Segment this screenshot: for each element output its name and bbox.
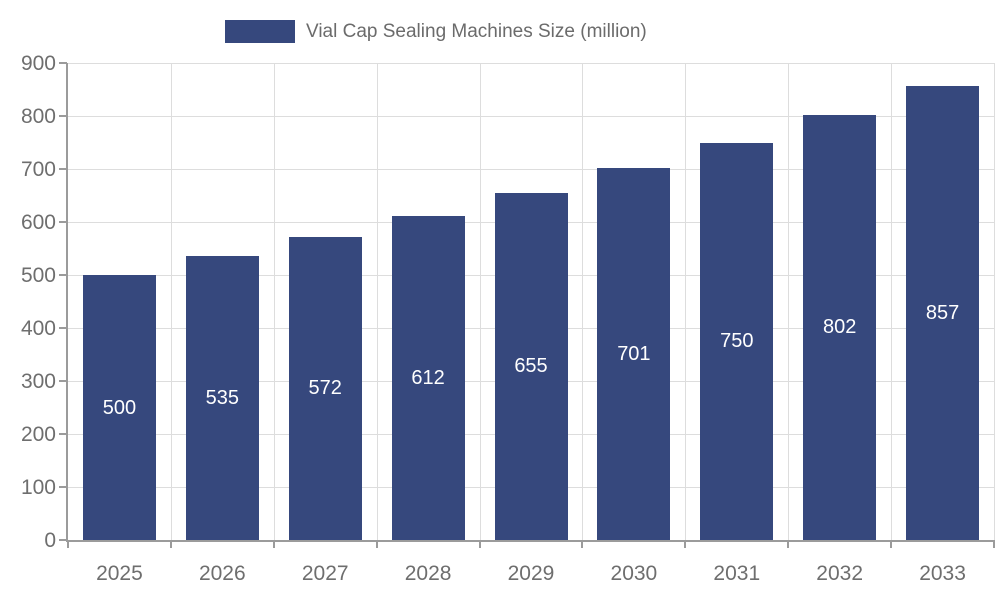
y-tick-label: 400 [20,316,56,340]
bar [906,85,980,540]
y-tick [59,274,67,276]
y-tick [59,433,67,435]
y-tick-label: 500 [20,263,56,287]
legend: Vial Cap Sealing Machines Size (million) [225,20,647,43]
gridline-horizontal [68,63,994,64]
bar-value-label: 857 [925,301,960,324]
bar [700,142,774,540]
x-tick [787,540,790,548]
y-tick [59,486,67,488]
y-tick [59,221,67,223]
gridline-vertical [479,63,481,540]
y-tick [59,168,67,170]
gridline-vertical [376,63,378,540]
y-tick-label: 700 [20,157,56,181]
gridline-vertical [685,63,687,540]
x-tick [272,540,275,548]
bar [494,192,568,540]
x-tick [169,540,172,548]
gridline-horizontal [68,169,994,170]
gridline-vertical [582,63,584,540]
x-tick [581,540,584,548]
x-tick [375,540,378,548]
bar-value-label: 655 [514,355,548,378]
x-tick-label: 2026 [198,562,246,585]
x-tick-label: 2025 [96,562,143,585]
x-tick-label: 2033 [919,562,966,585]
bar-value-label: 500 [102,396,137,419]
bar-value-label: 750 [720,330,754,353]
x-tick-label: 2030 [610,562,658,585]
bar [82,275,156,540]
gridline-vertical [891,63,893,540]
x-tick-label: 2028 [404,562,452,585]
bar [803,114,877,540]
y-tick [59,380,67,382]
gridline-horizontal [68,116,994,117]
gridline-vertical [273,63,275,540]
bar [288,236,362,540]
y-axis-line [66,63,68,542]
gridline-vertical [788,63,790,540]
x-tick-label: 2032 [816,562,864,585]
y-tick-label: 800 [20,104,56,128]
y-tick-label: 100 [20,475,56,499]
legend-swatch [225,20,295,43]
bar-value-label: 572 [308,377,342,400]
x-tick [993,540,995,548]
x-tick [478,540,481,548]
gridline-vertical [170,63,172,540]
y-tick-label: 0 [44,528,56,552]
bar-value-label: 535 [205,387,240,410]
x-axis-line [66,540,994,542]
bar-value-label: 701 [617,343,651,366]
x-tick [67,540,69,548]
y-tick-label: 600 [20,210,56,234]
x-tick [890,540,893,548]
bar-value-label: 802 [822,316,857,339]
x-tick-label: 2027 [301,562,349,585]
x-tick [684,540,687,548]
legend-label: Vial Cap Sealing Machines Size (million) [306,21,647,42]
bar-value-label: 612 [411,366,445,389]
bar [391,215,465,540]
y-tick [59,539,67,541]
y-tick-label: 200 [20,422,56,446]
y-tick-label: 900 [20,51,56,75]
y-tick [59,62,67,64]
y-tick [59,115,67,117]
bar [597,168,671,540]
x-tick-label: 2029 [507,562,555,585]
gridline-vertical [994,63,995,540]
bar [185,256,259,540]
x-tick-label: 2031 [713,562,761,585]
y-tick-label: 300 [20,369,56,393]
y-tick [59,327,67,329]
